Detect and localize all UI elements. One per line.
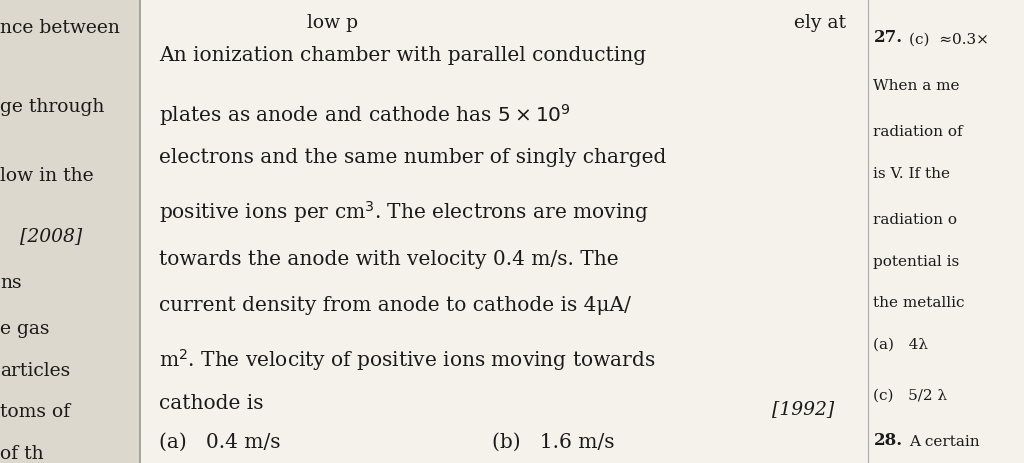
Text: (a)   0.4 m/s: (a) 0.4 m/s	[159, 433, 281, 452]
Text: [1992]: [1992]	[772, 400, 835, 419]
Text: towards the anode with velocity 0.4 m/s. The: towards the anode with velocity 0.4 m/s.…	[159, 250, 618, 269]
Text: A certain: A certain	[909, 435, 980, 449]
Text: is V. If the: is V. If the	[873, 167, 950, 181]
Text: the metallic: the metallic	[873, 296, 965, 310]
Text: radiation o: radiation o	[873, 213, 957, 227]
Text: (c)   5/2 λ: (c) 5/2 λ	[873, 389, 947, 403]
Bar	[0, 0, 140, 463]
Text: [2008]: [2008]	[20, 227, 83, 245]
Text: 27.: 27.	[873, 29, 902, 46]
Text: current density from anode to cathode is 4μA/: current density from anode to cathode is…	[159, 296, 631, 315]
Text: 28.: 28.	[873, 432, 902, 449]
Text: (c)  ≈0.3×: (c) ≈0.3×	[909, 32, 989, 46]
Text: radiation of: radiation of	[873, 125, 964, 139]
Text: (b)   1.6 m/s: (b) 1.6 m/s	[492, 433, 614, 452]
Text: positive ions per cm$^3$. The electrons are moving: positive ions per cm$^3$. The electrons …	[159, 199, 648, 225]
Text: low p: low p	[307, 14, 358, 32]
Text: plates as anode and cathode has $5 \times 10^9$: plates as anode and cathode has $5 \time…	[159, 102, 570, 128]
Text: of th: of th	[0, 445, 44, 463]
Text: ely at: ely at	[794, 14, 846, 32]
Bar	[140, 0, 868, 463]
Text: articles: articles	[0, 362, 71, 380]
Text: An ionization chamber with parallel conducting: An ionization chamber with parallel cond…	[159, 46, 646, 65]
Text: toms of: toms of	[0, 403, 70, 421]
Text: ns: ns	[0, 274, 22, 292]
Text: nce between: nce between	[0, 19, 120, 37]
Text: low in the: low in the	[0, 167, 93, 185]
Text: cathode is: cathode is	[159, 394, 263, 413]
Text: m$^2$. The velocity of positive ions moving towards: m$^2$. The velocity of positive ions mov…	[159, 347, 655, 373]
Text: potential is: potential is	[873, 255, 959, 269]
Text: e gas: e gas	[0, 320, 49, 338]
Text: electrons and the same number of singly charged: electrons and the same number of singly …	[159, 148, 666, 167]
Text: (a)   4λ: (a) 4λ	[873, 338, 929, 352]
Text: ge through: ge through	[0, 98, 104, 116]
Text: When a me: When a me	[873, 79, 959, 93]
